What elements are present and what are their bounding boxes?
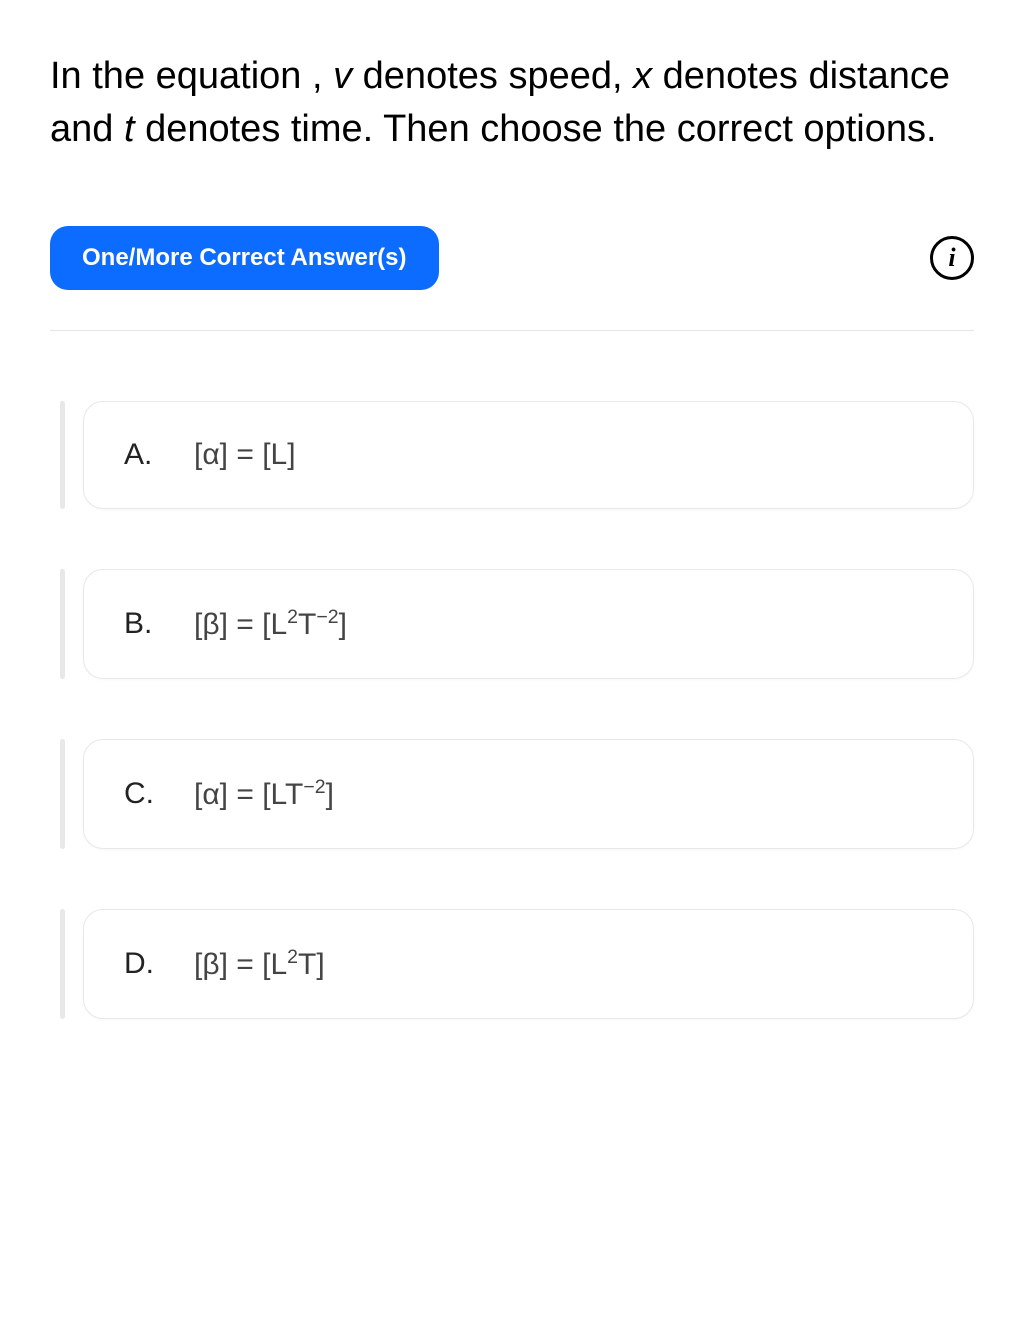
option-b[interactable]: B. [β] = [L2T−2] [60,569,974,679]
option-card: B. [β] = [L2T−2] [83,569,974,679]
option-equation: [α] = [L] [194,438,296,472]
question-text: In the equation , v denotes speed, x den… [50,50,974,156]
question-part2: denotes speed, [352,55,633,97]
option-letter: D. [124,947,194,981]
option-d[interactable]: D. [β] = [L2T] [60,909,974,1019]
option-bar [60,739,65,849]
question-var-t: t [124,108,135,150]
question-part4: denotes time. Then choose the correct op… [135,108,937,150]
divider [50,330,974,331]
question-var-x: x [633,55,652,97]
option-letter: C. [124,777,194,811]
question-part1: In the equation , [50,55,333,97]
option-bar [60,909,65,1019]
option-bar [60,569,65,679]
options-list: A. [α] = [L] B. [β] = [L2T−2] C. [α] = [… [50,401,974,1019]
option-card: C. [α] = [LT−2] [83,739,974,849]
option-card: D. [β] = [L2T] [83,909,974,1019]
option-letter: A. [124,438,194,472]
option-equation: [α] = [LT−2] [194,776,334,812]
option-letter: B. [124,607,194,641]
option-c[interactable]: C. [α] = [LT−2] [60,739,974,849]
option-equation: [β] = [L2T−2] [194,606,347,642]
question-var-v: v [333,55,352,97]
option-equation: [β] = [L2T] [194,946,325,982]
info-icon-glyph: i [948,243,955,273]
option-card: A. [α] = [L] [83,401,974,509]
answer-type-badge: One/More Correct Answer(s) [50,226,439,290]
info-icon[interactable]: i [930,236,974,280]
option-a[interactable]: A. [α] = [L] [60,401,974,509]
badge-row: One/More Correct Answer(s) i [50,226,974,290]
option-bar [60,401,65,509]
